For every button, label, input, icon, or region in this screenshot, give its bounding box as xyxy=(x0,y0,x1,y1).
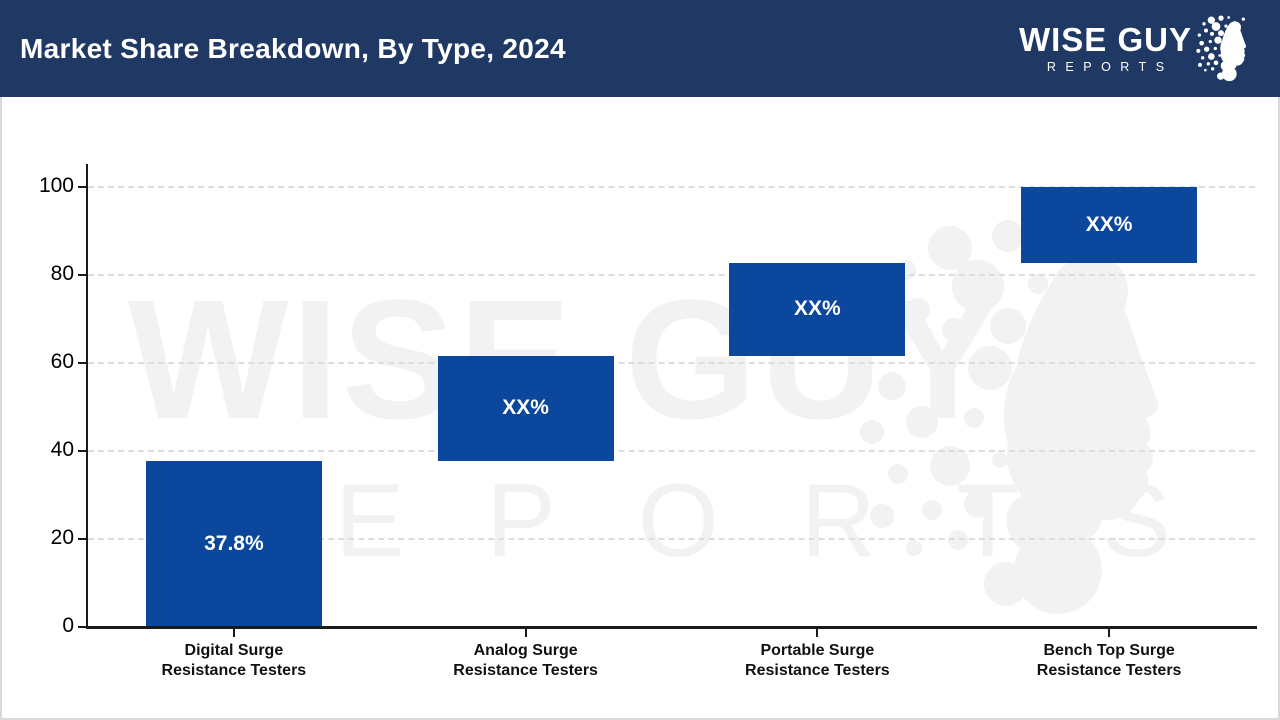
bar-4: XX% xyxy=(1021,187,1198,263)
x-axis-line xyxy=(86,626,1257,629)
bar-1: 37.8% xyxy=(145,460,322,627)
y-axis-tick-label: 60 xyxy=(50,350,74,373)
bar-value-label: XX% xyxy=(502,396,549,420)
bar-value-label: 37.8% xyxy=(204,531,264,555)
wiseguy-logo: WISE GUY REPORTS xyxy=(1019,15,1266,82)
x-axis-category-label: Bench Top Surge Resistance Testers xyxy=(1036,642,1182,679)
bar-value-label: XX% xyxy=(794,297,841,321)
y-axis-tickmark xyxy=(78,626,86,628)
watermark-head-icon xyxy=(860,220,1159,614)
y-axis-line xyxy=(86,164,88,629)
gridline-20 xyxy=(88,538,1255,540)
page-title: Market Share Breakdown, By Type, 2024 xyxy=(20,32,566,64)
x-axis-category-label: Digital Surge Resistance Testers xyxy=(161,642,307,679)
x-axis-tickmark xyxy=(232,629,235,637)
y-axis-tick-label: 100 xyxy=(38,174,74,197)
watermark-text-reports: REPORTS xyxy=(178,463,1253,579)
y-axis-tick-label: 40 xyxy=(50,438,74,461)
y-axis-tickmark xyxy=(78,538,86,540)
x-axis-category-label: Analog Surge Resistance Testers xyxy=(453,642,598,679)
y-axis-tick-label: 80 xyxy=(50,262,74,285)
logo-name-text: WISE GUY xyxy=(1018,21,1192,58)
bar-3: XX% xyxy=(729,262,906,356)
gridline-80 xyxy=(88,274,1255,276)
y-axis-tick-label: 0 xyxy=(62,614,74,637)
x-axis-category-label: Portable Surge Resistance Testers xyxy=(745,642,890,679)
y-axis-tickmark xyxy=(78,362,86,364)
x-axis-tickmark xyxy=(816,629,819,637)
gridline-40 xyxy=(88,450,1255,452)
bar-2: XX% xyxy=(437,355,614,461)
gridline-60 xyxy=(88,362,1255,364)
logo-head-icon xyxy=(1196,15,1247,82)
x-axis-tickmark xyxy=(1108,629,1111,637)
y-axis-tickmark xyxy=(78,274,86,276)
y-axis-tickmark xyxy=(78,450,86,452)
y-axis-tick-label: 20 xyxy=(50,526,74,549)
x-axis-tickmark xyxy=(524,629,527,637)
logo-sub-text: REPORTS xyxy=(1046,60,1174,74)
header-bar: Market Share Breakdown, By Type, 2024 WI… xyxy=(0,0,1280,97)
bar-value-label: XX% xyxy=(1085,212,1133,236)
gridline-100 xyxy=(88,186,1255,188)
y-axis-tickmark xyxy=(78,186,86,188)
